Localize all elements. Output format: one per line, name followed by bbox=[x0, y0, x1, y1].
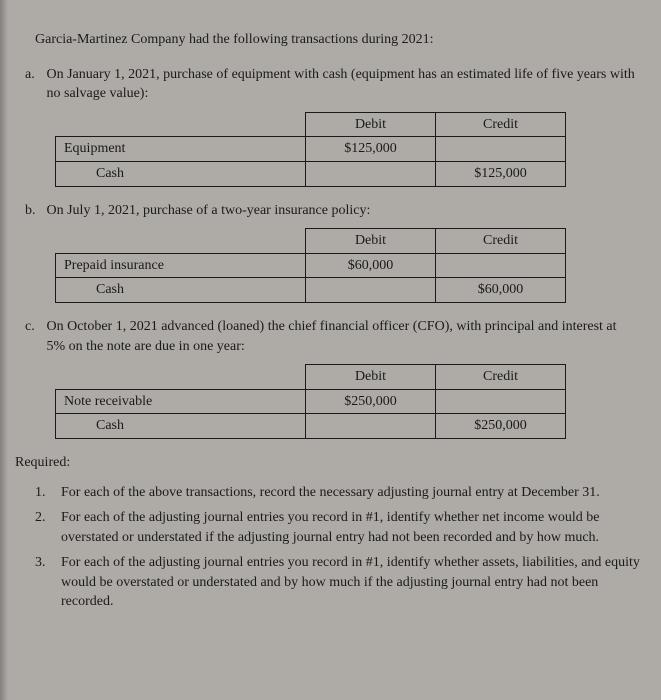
item-text-b: On July 1, 2021, purchase of a two-year … bbox=[47, 201, 637, 221]
item-label-b: b. bbox=[25, 201, 43, 221]
table-header-row: Debit Credit bbox=[56, 365, 566, 390]
account-cell: Prepaid insurance bbox=[56, 253, 306, 278]
required-item: 2. For each of the adjusting journal ent… bbox=[35, 508, 646, 547]
debit-header: Debit bbox=[306, 365, 436, 390]
credit-header: Credit bbox=[436, 365, 566, 390]
debit-cell: $60,000 bbox=[306, 253, 436, 278]
table-row: Cash $250,000 bbox=[56, 414, 566, 439]
credit-header: Credit bbox=[436, 112, 566, 137]
item-label-c: c. bbox=[25, 317, 43, 337]
account-cell: Equipment bbox=[56, 137, 306, 162]
credit-cell bbox=[436, 137, 566, 162]
transaction-b: b. On July 1, 2021, purchase of a two-ye… bbox=[15, 201, 646, 303]
req-text: For each of the above transactions, reco… bbox=[61, 483, 646, 503]
intro-text: Garcia-Martinez Company had the followin… bbox=[35, 30, 646, 50]
account-cell: Cash bbox=[56, 161, 306, 186]
table-header-row: Debit Credit bbox=[56, 112, 566, 137]
document-page: Garcia-Martinez Company had the followin… bbox=[15, 30, 646, 612]
req-text: For each of the adjusting journal entrie… bbox=[61, 553, 646, 612]
journal-table-c: Debit Credit Note receivable $250,000 Ca… bbox=[55, 364, 646, 439]
account-cell: Cash bbox=[56, 278, 306, 303]
credit-header: Credit bbox=[436, 229, 566, 254]
table-header-row: Debit Credit bbox=[56, 229, 566, 254]
account-cell: Cash bbox=[56, 414, 306, 439]
table-row: Cash $125,000 bbox=[56, 161, 566, 186]
table-row: Equipment $125,000 bbox=[56, 137, 566, 162]
item-text-a: On January 1, 2021, purchase of equipmen… bbox=[47, 65, 637, 104]
journal-table-a: Debit Credit Equipment $125,000 Cash $12… bbox=[55, 112, 646, 187]
item-label-a: a. bbox=[25, 65, 43, 85]
req-num: 3. bbox=[35, 553, 61, 612]
req-text: For each of the adjusting journal entrie… bbox=[61, 508, 646, 547]
credit-cell bbox=[436, 389, 566, 414]
debit-cell: $125,000 bbox=[306, 137, 436, 162]
credit-cell: $250,000 bbox=[436, 414, 566, 439]
credit-cell: $60,000 bbox=[436, 278, 566, 303]
debit-header: Debit bbox=[306, 229, 436, 254]
page-shadow bbox=[0, 0, 8, 700]
required-item: 1. For each of the above transactions, r… bbox=[35, 483, 646, 503]
table-row: Cash $60,000 bbox=[56, 278, 566, 303]
debit-cell: $250,000 bbox=[306, 389, 436, 414]
transaction-c: c. On October 1, 2021 advanced (loaned) … bbox=[15, 317, 646, 439]
req-num: 2. bbox=[35, 508, 61, 547]
account-cell: Note receivable bbox=[56, 389, 306, 414]
transaction-a: a. On January 1, 2021, purchase of equip… bbox=[15, 65, 646, 187]
required-item: 3. For each of the adjusting journal ent… bbox=[35, 553, 646, 612]
credit-cell: $125,000 bbox=[436, 161, 566, 186]
table-row: Note receivable $250,000 bbox=[56, 389, 566, 414]
journal-table-b: Debit Credit Prepaid insurance $60,000 C… bbox=[55, 228, 646, 303]
debit-header: Debit bbox=[306, 112, 436, 137]
debit-cell bbox=[306, 278, 436, 303]
debit-cell bbox=[306, 414, 436, 439]
required-heading: Required: bbox=[15, 453, 646, 473]
req-num: 1. bbox=[35, 483, 61, 503]
table-row: Prepaid insurance $60,000 bbox=[56, 253, 566, 278]
credit-cell bbox=[436, 253, 566, 278]
debit-cell bbox=[306, 161, 436, 186]
required-list: 1. For each of the above transactions, r… bbox=[35, 483, 646, 613]
item-text-c: On October 1, 2021 advanced (loaned) the… bbox=[47, 317, 637, 356]
